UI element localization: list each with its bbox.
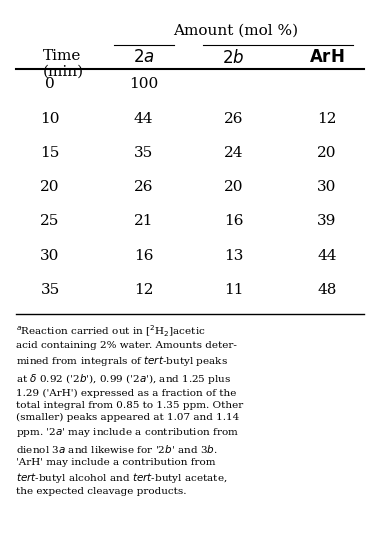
Text: 24: 24 [224,146,243,160]
Text: 13: 13 [224,249,243,263]
Text: 11: 11 [224,283,243,297]
Text: 0: 0 [45,77,55,91]
Text: 12: 12 [134,283,153,297]
Text: 26: 26 [134,180,153,194]
Text: 20: 20 [224,180,243,194]
Text: $\mathbf{ArH}$: $\mathbf{ArH}$ [309,49,345,67]
Text: 35: 35 [40,283,60,297]
Text: 21: 21 [134,214,153,228]
Text: $\mathbf{\mathit{2a}}$: $\mathbf{\mathit{2a}}$ [133,49,155,67]
Text: 10: 10 [40,111,60,126]
Text: 16: 16 [224,214,243,228]
Text: 48: 48 [317,283,337,297]
Text: Time
(min): Time (min) [43,49,84,79]
Text: 25: 25 [40,214,60,228]
Text: 30: 30 [317,180,337,194]
Text: Amount (mol %): Amount (mol %) [173,23,298,37]
Text: 44: 44 [317,249,337,263]
Text: 12: 12 [317,111,337,126]
Text: 20: 20 [40,180,60,194]
Text: 100: 100 [129,77,158,91]
Text: 26: 26 [224,111,243,126]
Text: $^a$Reaction carried out in [$^2$H$_2$]acetic
acid containing 2% water. Amounts : $^a$Reaction carried out in [$^2$H$_2$]a… [16,323,244,496]
Text: 16: 16 [134,249,153,263]
Text: 44: 44 [134,111,153,126]
Text: $\mathbf{\mathit{2b}}$: $\mathbf{\mathit{2b}}$ [222,49,245,67]
Text: 30: 30 [40,249,60,263]
Text: 20: 20 [317,146,337,160]
Text: 15: 15 [40,146,60,160]
Text: 35: 35 [134,146,153,160]
Text: 39: 39 [317,214,337,228]
